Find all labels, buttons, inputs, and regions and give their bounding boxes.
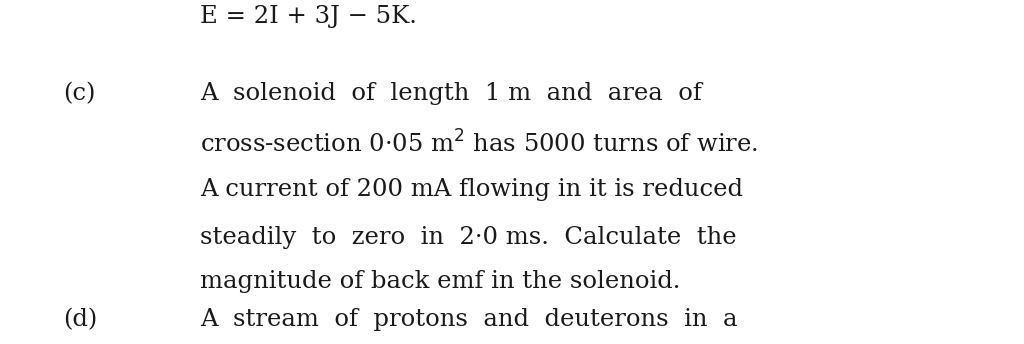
Text: cross-section 0·05 m$^{2}$ has 5000 turns of wire.: cross-section 0·05 m$^{2}$ has 5000 turn…: [200, 130, 758, 157]
Text: A  solenoid  of  length  1 m  and  area  of: A solenoid of length 1 m and area of: [200, 82, 701, 105]
Text: A  stream  of  protons  and  deuterons  in  a: A stream of protons and deuterons in a: [200, 308, 737, 331]
Text: steadily  to  zero  in  2·0 ms.  Calculate  the: steadily to zero in 2·0 ms. Calculate th…: [200, 226, 736, 249]
Text: A current of 200 mA flowing in it is reduced: A current of 200 mA flowing in it is red…: [200, 178, 742, 201]
Text: (d): (d): [63, 308, 97, 331]
Text: magnitude of back emf in the solenoid.: magnitude of back emf in the solenoid.: [200, 270, 680, 293]
Text: E = 2I + 3J − 5K.: E = 2I + 3J − 5K.: [200, 5, 417, 28]
Text: (c): (c): [63, 82, 96, 105]
